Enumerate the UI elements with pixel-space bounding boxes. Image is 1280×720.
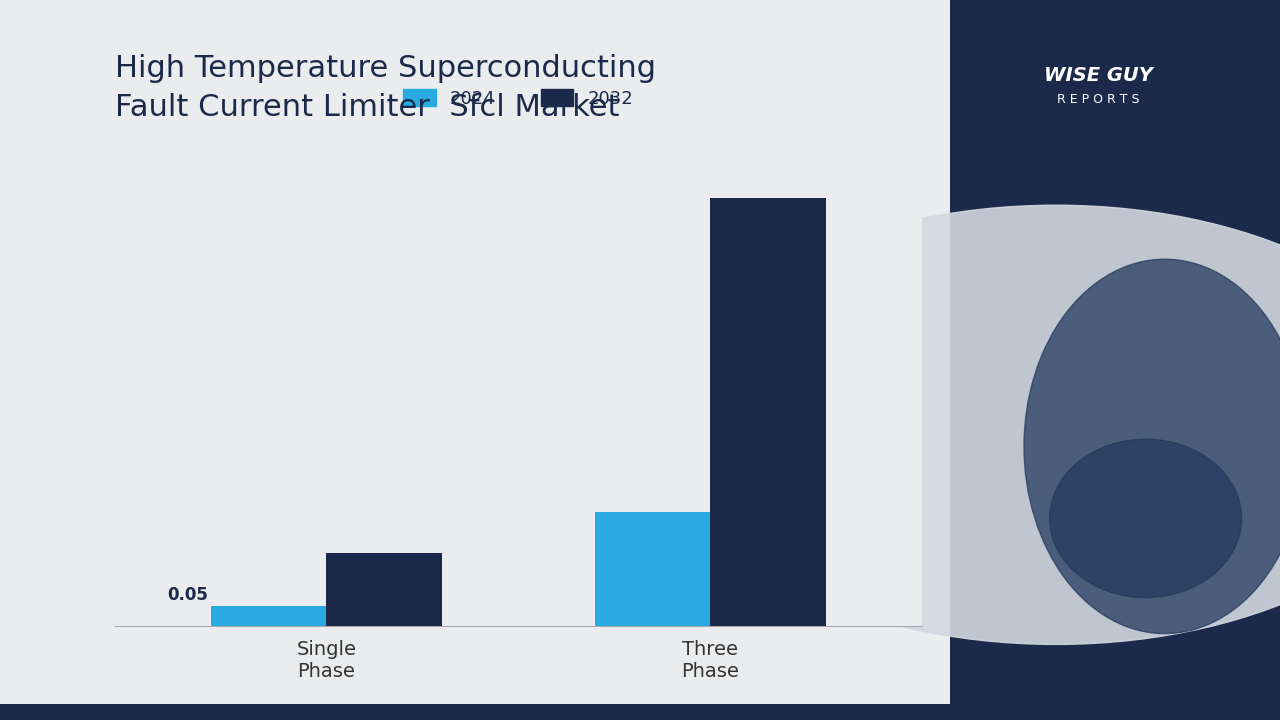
Text: WISE GUY: WISE GUY (1043, 66, 1153, 85)
Ellipse shape (1024, 259, 1280, 634)
Bar (211, 606, 326, 626)
Text: R E P O R T S: R E P O R T S (1057, 93, 1139, 106)
Text: REPORTS: REPORTS (379, 397, 594, 438)
Text: High Temperature Superconducting
Fault Current Limiter  Sfcl Market: High Temperature Superconducting Fault C… (115, 54, 657, 122)
Bar (710, 198, 826, 626)
Ellipse shape (1050, 439, 1242, 598)
Text: 0.05: 0.05 (168, 586, 209, 604)
Bar (326, 553, 442, 626)
Text: WISE GUY: WISE GUY (284, 311, 689, 380)
Legend: 2024, 2032: 2024, 2032 (396, 82, 641, 115)
Bar (595, 512, 710, 626)
Circle shape (666, 205, 1280, 644)
